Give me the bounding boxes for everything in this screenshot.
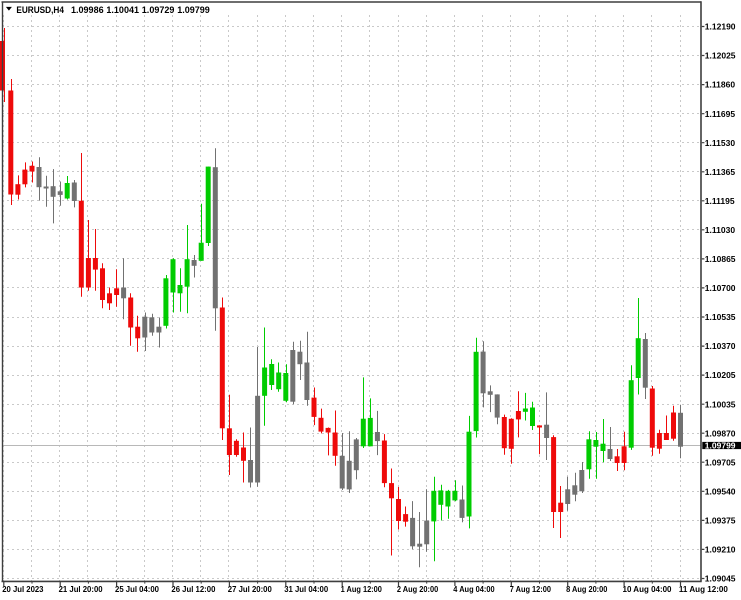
svg-text:1.09729: 1.09729 (142, 5, 175, 16)
svg-text:8 Aug 20:00: 8 Aug 20:00 (566, 584, 608, 594)
svg-text:1.09375: 1.09375 (705, 516, 736, 526)
svg-text:10 Aug 04:00: 10 Aug 04:00 (623, 584, 672, 594)
svg-text:1.09540: 1.09540 (705, 486, 736, 496)
svg-text:1.09705: 1.09705 (705, 457, 736, 467)
svg-text:1.10865: 1.10865 (705, 254, 736, 264)
svg-text:1.10035: 1.10035 (705, 399, 736, 409)
svg-text:4 Aug 04:00: 4 Aug 04:00 (453, 584, 495, 594)
svg-text:1.12025: 1.12025 (705, 51, 736, 61)
svg-text:1.12190: 1.12190 (705, 22, 736, 32)
svg-text:1.10700: 1.10700 (705, 283, 736, 293)
svg-text:1.11030: 1.11030 (705, 225, 736, 235)
svg-text:25 Jul 04:00: 25 Jul 04:00 (115, 584, 159, 594)
svg-text:1.10370: 1.10370 (705, 341, 736, 351)
svg-text:1.11195: 1.11195 (705, 196, 735, 206)
svg-text:2 Aug 20:00: 2 Aug 20:00 (397, 584, 439, 594)
svg-text:1.11695: 1.11695 (705, 109, 736, 119)
svg-text:26 Jul 12:00: 26 Jul 12:00 (171, 584, 215, 594)
svg-text:31 Jul 04:00: 31 Jul 04:00 (284, 584, 328, 594)
svg-text:1.09870: 1.09870 (705, 428, 736, 438)
svg-text:20 Jul 2023: 20 Jul 2023 (2, 584, 44, 594)
svg-text:1.11860: 1.11860 (705, 80, 736, 90)
svg-text:1.09210: 1.09210 (705, 545, 736, 555)
svg-text:1 Aug 12:00: 1 Aug 12:00 (341, 584, 383, 594)
svg-text:1.09045: 1.09045 (705, 574, 736, 584)
svg-text:EURUSD,H4: EURUSD,H4 (16, 5, 64, 16)
svg-text:1.11365: 1.11365 (705, 167, 736, 177)
svg-text:1.10041: 1.10041 (106, 5, 139, 16)
svg-text:1.10535: 1.10535 (705, 312, 736, 322)
svg-text:1.11530: 1.11530 (705, 138, 736, 148)
svg-text:21 Jul 20:00: 21 Jul 20:00 (59, 584, 103, 594)
svg-text:11 Aug 12:00: 11 Aug 12:00 (679, 584, 728, 594)
svg-text:1.09799: 1.09799 (177, 5, 210, 16)
svg-text:27 Jul 20:00: 27 Jul 20:00 (228, 584, 272, 594)
svg-text:1.09799: 1.09799 (705, 441, 736, 451)
svg-text:7 Aug 12:00: 7 Aug 12:00 (510, 584, 552, 594)
svg-text:1.10205: 1.10205 (705, 370, 736, 380)
svg-text:1.09986: 1.09986 (71, 5, 104, 16)
